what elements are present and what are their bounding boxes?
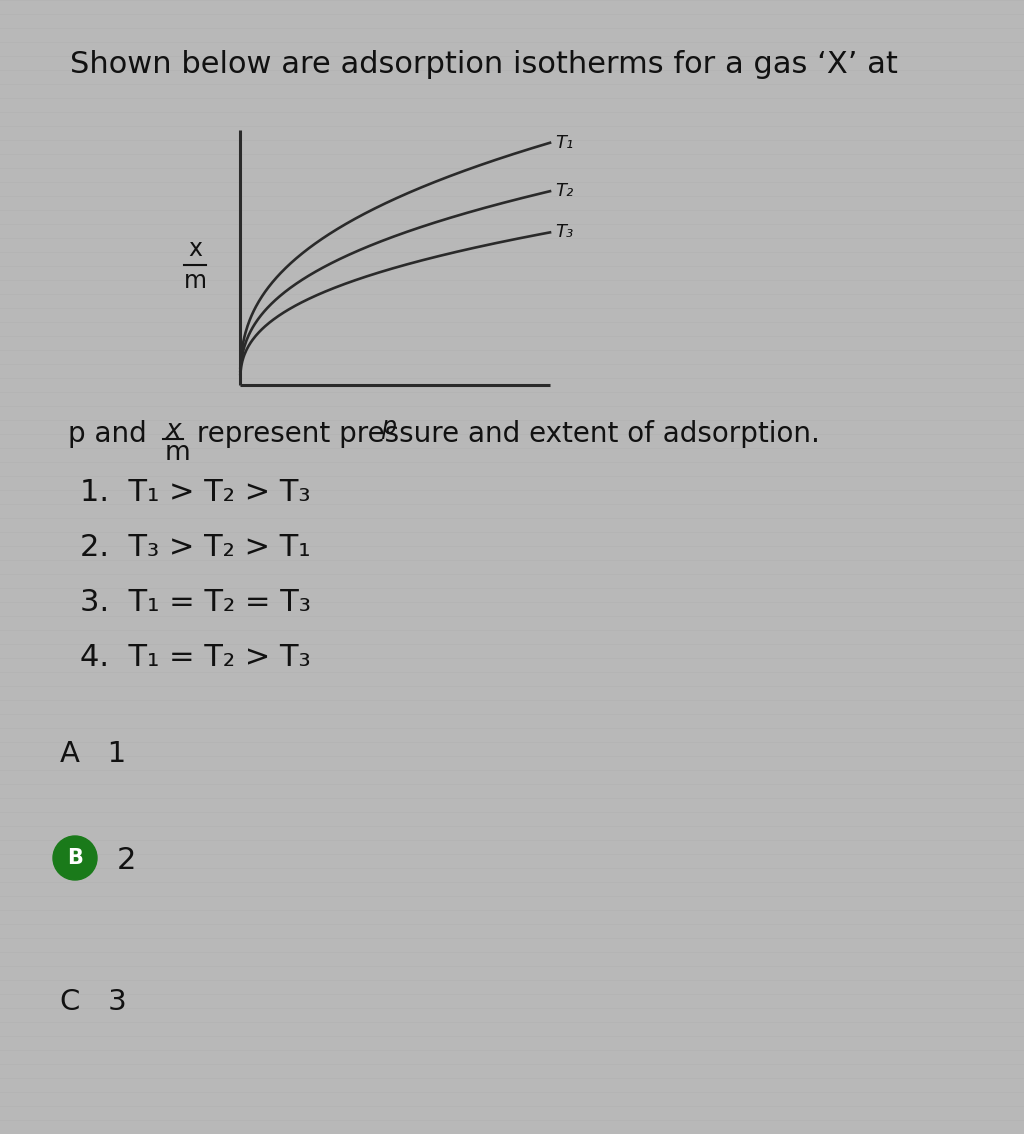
Text: m: m xyxy=(183,269,207,293)
Text: B: B xyxy=(67,848,83,868)
Text: T₁: T₁ xyxy=(555,134,573,152)
Text: m: m xyxy=(165,440,190,466)
Text: represent pressure and extent of adsorption.: represent pressure and extent of adsorpt… xyxy=(188,420,820,448)
Text: p and: p and xyxy=(68,420,156,448)
Text: 1.  T₁ > T₂ > T₃: 1. T₁ > T₂ > T₃ xyxy=(80,479,310,507)
Text: 3.  T₁ = T₂ = T₃: 3. T₁ = T₂ = T₃ xyxy=(80,589,311,617)
Text: x: x xyxy=(166,418,181,445)
Text: 2: 2 xyxy=(117,846,136,875)
Text: T₂: T₂ xyxy=(555,183,573,201)
Text: 4.  T₁ = T₂ > T₃: 4. T₁ = T₂ > T₃ xyxy=(80,643,310,672)
Text: T₃: T₃ xyxy=(555,223,573,242)
Text: Shown below are adsorption isotherms for a gas ‘X’ at: Shown below are adsorption isotherms for… xyxy=(70,50,898,79)
Circle shape xyxy=(53,836,97,880)
Text: C   3: C 3 xyxy=(60,988,127,1016)
Text: A   1: A 1 xyxy=(60,741,126,768)
Text: p: p xyxy=(381,415,396,439)
Text: x: x xyxy=(188,237,202,261)
Text: 2.  T₃ > T₂ > T₁: 2. T₃ > T₂ > T₁ xyxy=(80,533,310,562)
